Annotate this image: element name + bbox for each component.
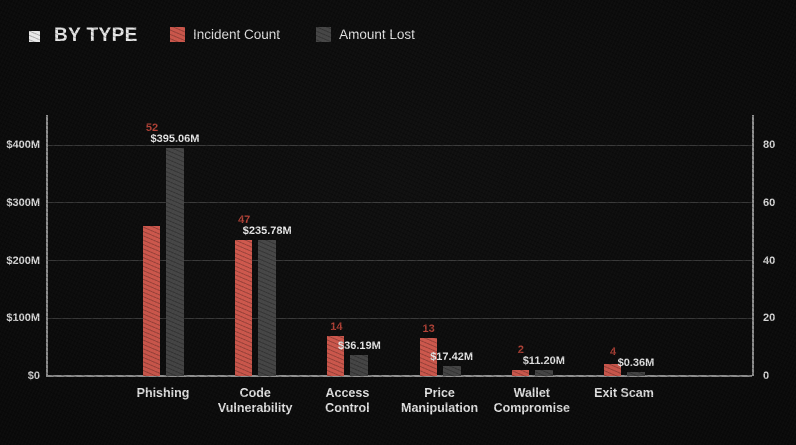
amount-lost-label: $11.20M xyxy=(522,355,565,367)
amount-lost-label: $36.19M xyxy=(337,340,381,352)
left-axis-tick: $400M xyxy=(6,139,40,151)
incident-count-label: 4 xyxy=(609,346,617,358)
bar-incident-count[interactable] xyxy=(235,240,253,376)
right-axis-tick: 60 xyxy=(763,196,776,209)
category-label: Access Control xyxy=(325,386,370,415)
y-axis-left-line xyxy=(46,115,48,376)
incident-count-label: 2 xyxy=(517,344,524,356)
amount-lost-label: $395.06M xyxy=(150,133,200,145)
legend-item-incident-count[interactable]: Incident Count xyxy=(170,27,280,42)
incident-count-label: 47 xyxy=(238,214,251,226)
legend-label: Amount Lost xyxy=(339,27,415,42)
category-label: Phishing xyxy=(136,386,190,400)
title-square-icon xyxy=(29,31,40,42)
bar-incident-count[interactable] xyxy=(419,338,437,376)
incident-count-swatch-icon xyxy=(170,27,185,42)
amount-lost-label: $235.78M xyxy=(242,225,292,237)
left-axis-tick: $0 xyxy=(27,370,40,382)
incident-count-label: 14 xyxy=(330,321,343,333)
right-axis-tick: 40 xyxy=(763,254,776,267)
x-axis-line xyxy=(46,375,752,377)
amount-lost-label: $17.42M xyxy=(430,351,473,363)
bar-amount-lost[interactable] xyxy=(258,240,277,376)
bar-incident-count[interactable] xyxy=(327,336,345,376)
bar-amount-lost[interactable] xyxy=(627,372,645,376)
legend-label: Incident Count xyxy=(193,27,281,42)
bar-amount-lost[interactable] xyxy=(442,366,461,376)
legend-item-amount-lost[interactable]: Amount Lost xyxy=(316,27,415,42)
gridline xyxy=(46,202,752,204)
left-axis-tick: $100M xyxy=(6,312,40,325)
bar-incident-count[interactable] xyxy=(511,370,529,376)
gridline xyxy=(46,317,752,319)
bar-amount-lost[interactable] xyxy=(166,148,184,376)
category-label: Wallet Compromise xyxy=(493,386,570,415)
chart-legend: Incident Count Amount Lost xyxy=(170,27,415,42)
category-label: Code Vulnerability xyxy=(217,386,293,415)
bar-incident-count[interactable] xyxy=(604,364,621,376)
category-label: Price Manipulation xyxy=(401,386,479,415)
right-axis-tick: 20 xyxy=(763,312,776,325)
category-label: Exit Scam xyxy=(594,386,654,400)
y-axis-right-line xyxy=(752,115,754,376)
bar-amount-lost[interactable] xyxy=(534,370,553,376)
incident-count-label: 52 xyxy=(145,122,159,134)
amount-lost-label: $0.36M xyxy=(617,357,655,369)
left-axis-tick: $200M xyxy=(6,254,40,267)
incident-count-label: 13 xyxy=(422,323,435,335)
gridline xyxy=(46,260,752,261)
right-axis-tick: 80 xyxy=(763,139,776,151)
chart-title: BY TYPE xyxy=(54,25,138,46)
amount-lost-swatch-icon xyxy=(316,27,332,42)
gridline xyxy=(46,144,752,146)
left-axis-tick: $300M xyxy=(6,196,40,209)
bar-amount-lost[interactable] xyxy=(350,355,369,376)
right-axis-tick: 0 xyxy=(763,370,770,382)
bar-incident-count[interactable] xyxy=(143,226,160,376)
